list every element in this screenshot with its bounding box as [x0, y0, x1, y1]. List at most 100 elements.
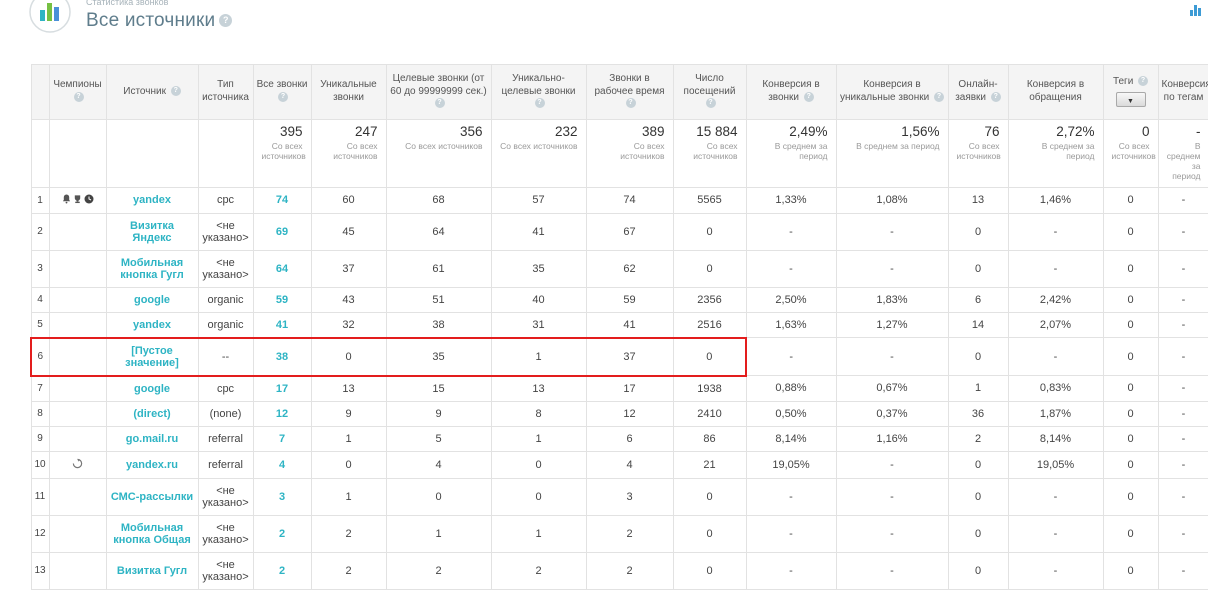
metric-cell: -: [745, 337, 837, 376]
metric-cell: 8: [490, 400, 587, 427]
metric-cell: 0,83%: [1007, 375, 1104, 402]
help-icon[interactable]: ?: [1138, 76, 1149, 87]
column-header-2[interactable]: Источник ?: [105, 64, 199, 120]
source-link[interactable]: Мобильная кнопка Гугл: [120, 256, 184, 281]
source-link[interactable]: yandex: [133, 318, 171, 331]
source-link[interactable]: Визитка Яндекс: [130, 219, 174, 244]
row-number: 1: [30, 186, 50, 214]
help-icon[interactable]: ?: [803, 92, 814, 103]
chart-widget-icon[interactable]: [1190, 4, 1202, 16]
metric-cell: 2410: [672, 400, 747, 427]
all-calls-link[interactable]: 12: [275, 407, 289, 420]
metric-cell: 38: [385, 311, 492, 338]
summary-empty-cell: [48, 118, 107, 188]
table-row: 9 go.mail.ru referral 7 1 5 1 6 86 8,14% 1,16% 2 8,1…: [30, 425, 1208, 452]
table-row: 3 Мобильная кнопка Гугл <не указано> 64 37 61…: [30, 249, 1208, 288]
champions-cell: [48, 375, 107, 402]
metric-cell: 0: [385, 477, 492, 516]
help-icon[interactable]: ?: [534, 98, 545, 109]
metric-cell: 1,08%: [835, 186, 949, 214]
all-calls-link[interactable]: 7: [278, 432, 286, 445]
metric-cell: 21: [672, 450, 747, 479]
help-icon[interactable]: ?: [933, 92, 944, 103]
column-header-6[interactable]: Целевые звонки (от 60 до 99999999 сек.) …: [385, 64, 492, 120]
metric-cell: 2,07%: [1007, 311, 1104, 338]
row-number: 13: [30, 551, 50, 590]
metric-cell: 1: [490, 336, 587, 377]
champions-cell: [48, 551, 107, 590]
help-icon[interactable]: ?: [705, 98, 716, 109]
metric-cell: 3: [585, 477, 674, 516]
metric-cell: 32: [310, 311, 387, 338]
all-calls-link[interactable]: 4: [278, 458, 286, 471]
source-link[interactable]: yandex.ru: [126, 458, 178, 471]
source-link[interactable]: yandex: [133, 194, 171, 206]
help-icon[interactable]: ?: [170, 85, 181, 96]
all-calls-link[interactable]: 41: [275, 318, 289, 331]
column-header-13[interactable]: Конверсия в обращения: [1007, 64, 1104, 120]
source-type: referral: [197, 425, 254, 452]
column-header-11[interactable]: Конверсия в уникальные звонки ?: [835, 64, 949, 120]
all-calls-link[interactable]: 69: [275, 225, 289, 238]
metric-cell: 1: [310, 425, 387, 452]
summary-empty-cell: [105, 118, 199, 188]
source-link[interactable]: Мобильная кнопка Общая: [113, 521, 191, 546]
help-icon[interactable]: ?: [625, 98, 636, 109]
help-icon[interactable]: ?: [990, 92, 1001, 103]
source-link[interactable]: Визитка Гугл: [116, 564, 188, 577]
metric-cell: -: [835, 450, 949, 479]
source-link[interactable]: go.mail.ru: [125, 432, 179, 445]
column-header-14[interactable]: Теги ? ▼: [1102, 64, 1159, 120]
summary-cell: 232 Со всех источников: [490, 118, 587, 188]
tags-filter-dropdown[interactable]: ▼: [1115, 92, 1146, 108]
source-link[interactable]: google: [133, 293, 171, 306]
all-calls-link[interactable]: 74: [275, 194, 289, 206]
metric-cell: 86: [672, 425, 747, 452]
all-calls-link[interactable]: 2: [278, 527, 286, 540]
column-header-4[interactable]: Все звонки ?: [252, 64, 312, 120]
source-link[interactable]: (direct): [133, 407, 171, 420]
source-link[interactable]: СМС-рассылки: [110, 490, 194, 503]
column-header-5[interactable]: Уникальные звонки: [310, 64, 387, 120]
metric-cell: 13: [490, 375, 587, 402]
source-type: <не указано>: [197, 551, 254, 590]
sources-table: Чемпионы ? Источник ? Тип источника Все зво…: [30, 64, 1208, 590]
metric-cell: -: [1007, 551, 1104, 590]
all-calls-link[interactable]: 59: [275, 293, 289, 306]
column-header-1[interactable]: Чемпионы ?: [48, 64, 107, 120]
all-calls-link[interactable]: 64: [275, 262, 289, 275]
metric-cell: 0: [1102, 514, 1159, 553]
all-calls-link[interactable]: 17: [275, 382, 289, 395]
metric-cell: 2: [585, 551, 674, 590]
column-header-7[interactable]: Уникально-целевые звонки ?: [490, 64, 587, 120]
metric-cell: 1,27%: [835, 311, 949, 338]
source-link[interactable]: google: [133, 382, 171, 395]
all-calls-link[interactable]: 38: [275, 350, 289, 363]
metric-cell: -: [745, 514, 837, 553]
all-calls-link[interactable]: 2: [278, 564, 286, 577]
help-icon[interactable]: ?: [278, 92, 288, 103]
all-calls-link[interactable]: 3: [278, 490, 286, 503]
trophy-icon: [73, 194, 82, 207]
column-header-10[interactable]: Конверсия в звонки ?: [745, 64, 837, 120]
column-header-12[interactable]: Онлайн-заявки ?: [947, 64, 1009, 120]
column-header-9[interactable]: Число посещений ?: [672, 64, 747, 120]
title-help-icon[interactable]: ?: [219, 14, 233, 28]
source-link[interactable]: [Пустое значение]: [125, 344, 179, 369]
breadcrumb: Статистика звонков: [86, 0, 169, 7]
column-header-8[interactable]: Звонки в рабочее время ?: [585, 64, 674, 120]
column-header-3[interactable]: Тип источника: [197, 64, 254, 120]
metric-cell: 37: [310, 249, 387, 288]
metric-cell: 45: [310, 212, 387, 251]
help-icon[interactable]: ?: [434, 98, 445, 109]
metric-cell: -: [835, 249, 949, 288]
column-header-15[interactable]: Конверсия по тегам: [1157, 64, 1208, 120]
metric-cell: 68: [385, 186, 492, 214]
metric-cell: 0: [672, 249, 747, 288]
metric-cell: 0: [947, 337, 1009, 376]
metric-cell: -: [835, 337, 949, 376]
metric-cell: -: [835, 212, 949, 251]
app-logo-icon: [29, 0, 71, 33]
metric-cell: 0: [1102, 311, 1159, 338]
help-icon[interactable]: ?: [73, 92, 84, 103]
